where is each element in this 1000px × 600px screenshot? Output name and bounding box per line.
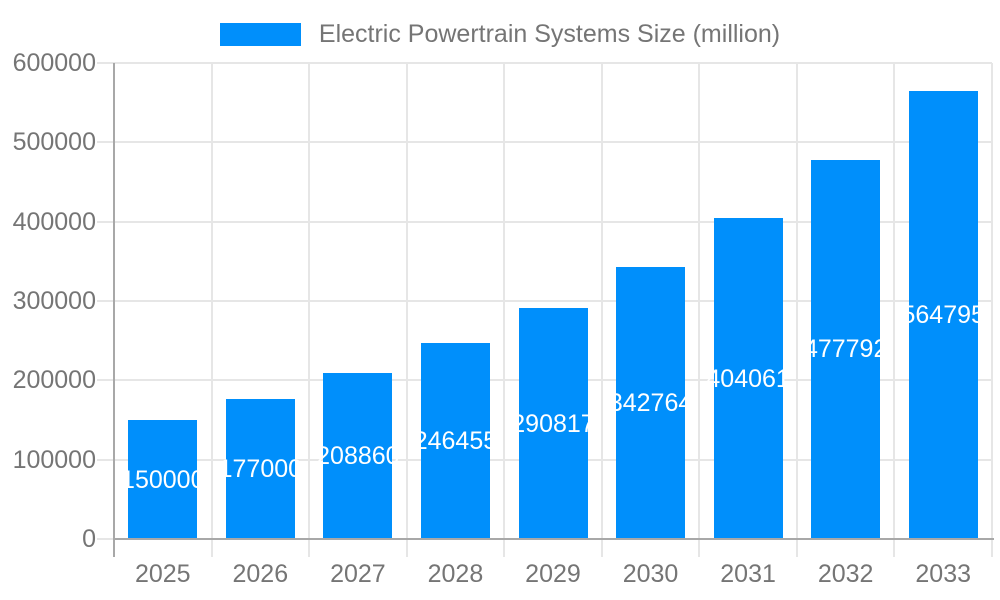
x-tick-label: 2026 [232, 560, 289, 588]
x-tick-label: 2025 [134, 560, 191, 588]
bar[interactable] [518, 308, 588, 539]
bar[interactable] [225, 398, 295, 539]
bar-value-label: 246455 [413, 427, 498, 456]
y-gridline [114, 141, 992, 144]
x-axis-tick [503, 539, 506, 557]
bar-value-label: 208860 [316, 442, 400, 471]
x-tick-label: 2031 [720, 560, 776, 588]
y-tick-label: 400000 [12, 207, 96, 236]
legend-label: Electric Powertrain Systems Size (millio… [318, 20, 781, 48]
legend-item[interactable]: Electric Powertrain Systems Size (millio… [0, 20, 1000, 49]
y-gridline [114, 300, 992, 302]
y-tick-label: 600000 [12, 49, 96, 77]
bar-value-label: 477792 [803, 335, 888, 364]
x-tick-label: 2028 [427, 560, 484, 588]
y-axis-tick [97, 141, 114, 144]
x-gridline [210, 63, 213, 539]
x-gridline [795, 63, 798, 539]
y-gridline [114, 220, 992, 223]
bar-value-label: 177000 [218, 454, 303, 483]
bar[interactable] [128, 420, 198, 539]
y-axis-tick [97, 538, 114, 540]
bar[interactable] [323, 373, 393, 539]
x-axis-tick [893, 539, 896, 557]
x-gridline [600, 63, 603, 539]
x-tick-label: 2027 [330, 560, 386, 588]
x-axis-tick [698, 539, 701, 557]
x-gridline [308, 63, 311, 539]
y-axis-line [113, 63, 115, 557]
y-axis-tick [97, 300, 114, 302]
x-gridline [503, 63, 506, 539]
x-axis-tick [795, 539, 798, 557]
y-tick-label: 0 [82, 525, 96, 553]
x-tick-label: 2032 [817, 560, 874, 588]
y-axis-tick [97, 220, 114, 223]
bar[interactable] [616, 267, 686, 539]
bar-value-label: 342764 [608, 389, 693, 418]
x-axis-tick [210, 539, 213, 557]
y-tick-label: 200000 [12, 366, 96, 395]
x-tick-label: 2033 [915, 560, 972, 588]
bar[interactable] [811, 159, 881, 539]
bar-value-label: 290817 [511, 409, 595, 438]
y-axis-tick [97, 379, 114, 382]
x-gridline [991, 63, 993, 539]
y-tick-label: 300000 [12, 287, 96, 315]
x-gridline [405, 63, 408, 539]
y-gridline [114, 62, 992, 64]
bar[interactable] [908, 90, 978, 539]
x-tick-label: 2029 [525, 560, 581, 588]
x-axis-tick [405, 539, 408, 557]
bar[interactable] [713, 218, 783, 539]
legend-marker-icon [219, 23, 301, 46]
x-axis-tick [991, 539, 993, 557]
x-axis-tick [308, 539, 311, 557]
bar-value-label: 404061 [706, 364, 790, 393]
y-axis-tick [97, 62, 114, 64]
x-axis-tick [600, 539, 603, 557]
y-tick-label: 500000 [12, 128, 96, 157]
y-axis-tick [97, 458, 114, 461]
y-tick-label: 100000 [12, 445, 96, 474]
bar[interactable] [420, 343, 490, 539]
x-gridline [698, 63, 701, 539]
x-tick-label: 2030 [622, 560, 679, 588]
x-gridline [893, 63, 896, 539]
bar-value-label: 150000 [121, 465, 205, 494]
x-axis-line [114, 538, 994, 540]
bar-value-label: 564795 [901, 300, 985, 329]
